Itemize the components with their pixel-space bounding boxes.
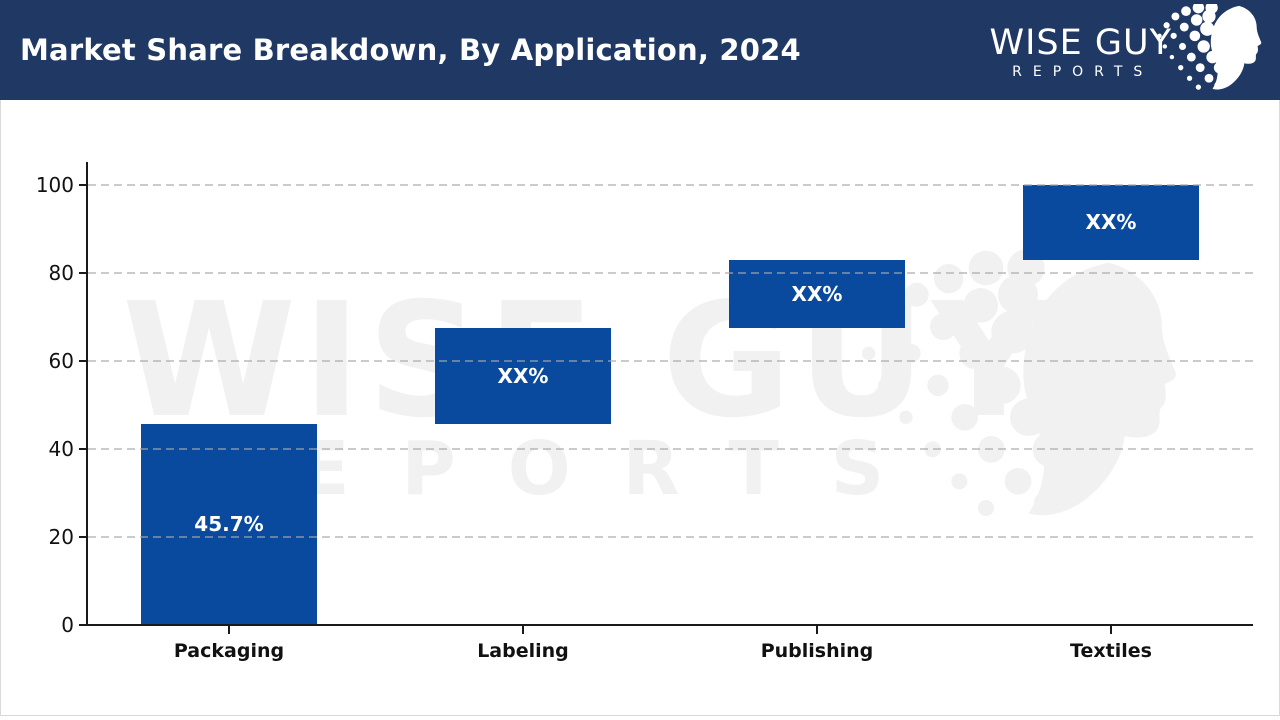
y-axis-tick-label: 100 xyxy=(35,173,74,197)
y-axis-tick xyxy=(79,272,87,274)
logo-wordmark: WISE GUY xyxy=(989,22,1172,63)
x-axis-label-publishing: Publishing xyxy=(760,640,874,662)
y-axis-tick xyxy=(79,448,87,450)
x-axis-tick xyxy=(816,626,818,634)
x-axis-spine xyxy=(86,624,1253,626)
y-axis-tick-label: 60 xyxy=(48,349,74,373)
bar-value-label: XX% xyxy=(1085,210,1137,235)
y-axis-tick xyxy=(79,536,87,538)
bar-labeling: XX% xyxy=(435,328,611,424)
x-axis-label-textiles: Textiles xyxy=(1070,640,1152,662)
bar-publishing: XX% xyxy=(729,260,905,329)
y-axis-tick xyxy=(79,360,87,362)
gridline-60 xyxy=(88,360,1253,362)
bar-value-label: XX% xyxy=(497,364,549,389)
bar-packaging: 45.7% xyxy=(141,423,317,625)
bar-textiles: XX% xyxy=(1023,185,1199,260)
wiseguy-logo: WISE GUY REPORTS xyxy=(989,4,1262,96)
y-axis-tick-label: 80 xyxy=(48,261,74,285)
logo-text: WISE GUY REPORTS xyxy=(989,22,1172,80)
y-axis-tick-label: 20 xyxy=(48,525,74,549)
x-axis-label-packaging: Packaging xyxy=(173,640,285,662)
y-axis-tick-label: 0 xyxy=(61,613,74,637)
x-axis-label-labeling: Labeling xyxy=(477,640,569,662)
wiseguy-face-icon xyxy=(1157,4,1262,90)
x-axis-tick xyxy=(1110,626,1112,634)
bar-value-label: XX% xyxy=(791,282,843,307)
y-axis-spine xyxy=(86,162,88,626)
x-axis-tick xyxy=(228,626,230,634)
gridline-20 xyxy=(88,536,1253,538)
gridline-40 xyxy=(88,448,1253,450)
bar-value-label: 45.7% xyxy=(194,512,264,537)
gridline-80 xyxy=(88,272,1253,274)
gridline-100 xyxy=(88,184,1253,186)
logo-subtext: REPORTS xyxy=(1012,63,1154,80)
y-axis-tick-label: 40 xyxy=(48,437,74,461)
chart-title: Market Share Breakdown, By Application, … xyxy=(20,33,801,67)
header-bar: Market Share Breakdown, By Application, … xyxy=(0,0,1280,100)
y-axis-tick xyxy=(79,184,87,186)
y-axis-tick xyxy=(79,624,87,626)
x-axis-tick xyxy=(522,626,524,634)
